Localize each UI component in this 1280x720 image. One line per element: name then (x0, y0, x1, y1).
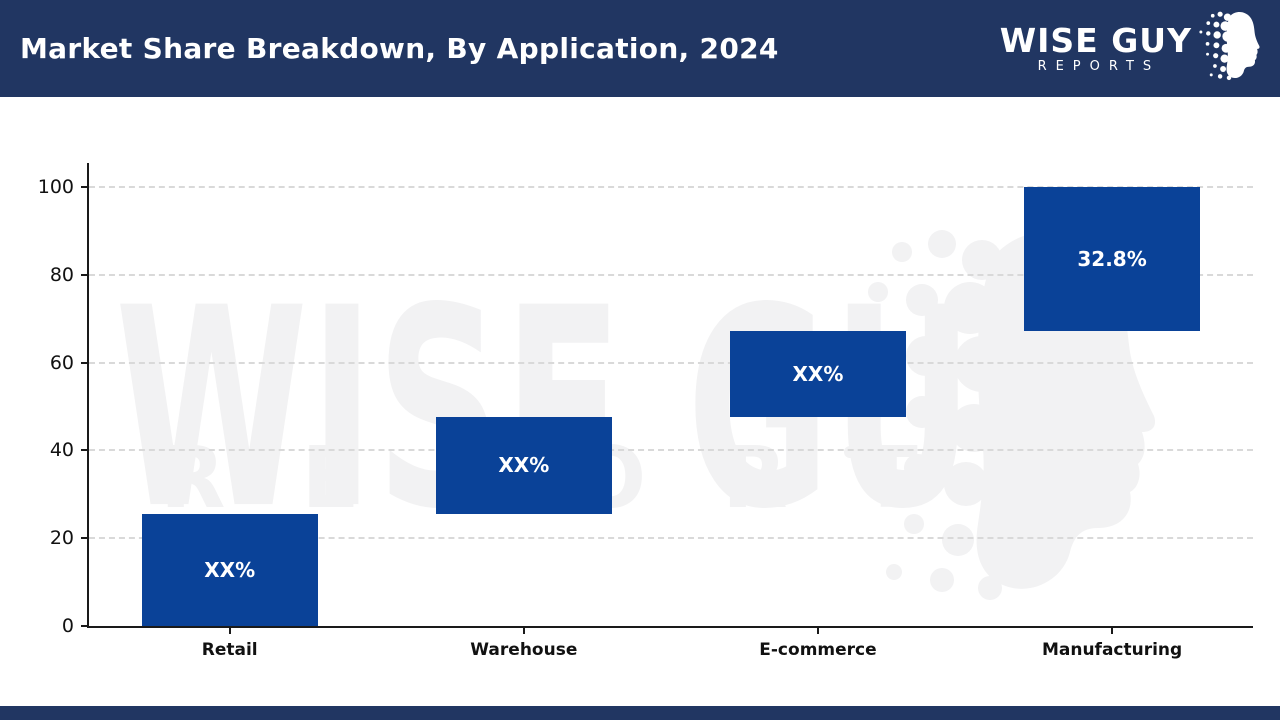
y-tick-label-40: 40 (49, 439, 74, 462)
logo-wordmark: WISE GUY (999, 21, 1192, 60)
bar-value-label-e-commerce: XX% (792, 361, 844, 386)
x-label-retail: Retail (201, 640, 258, 660)
x-label-e-commerce: E-commerce (759, 640, 877, 660)
gridline-80 (89, 273, 1253, 276)
bar-warehouse: XX% (435, 416, 612, 514)
gridline-100 (89, 186, 1253, 188)
y-axis-line (87, 163, 89, 628)
x-tick-e-commerce (816, 628, 819, 634)
bar-e-commerce: XX% (729, 330, 906, 417)
y-tick-label-0: 0 (61, 615, 74, 637)
y-tick-100 (81, 186, 89, 188)
y-tick-80 (81, 273, 89, 276)
y-tick-0 (81, 625, 89, 627)
x-tick-retail (228, 628, 231, 634)
gridline-40 (89, 449, 1253, 452)
gridline-60 (89, 361, 1253, 364)
page-title: Market Share Breakdown, By Application, … (20, 32, 779, 65)
x-label-warehouse: Warehouse (470, 640, 578, 660)
bar-value-label-manufacturing: 32.8% (1077, 246, 1147, 271)
y-tick-20 (81, 537, 89, 540)
y-tick-label-60: 60 (49, 351, 74, 374)
brand-logo: WISE GUY REPORTS (1000, 8, 1266, 90)
logo-text: WISE GUY REPORTS (1000, 24, 1192, 73)
y-tick-label-80: 80 (49, 263, 74, 286)
bar-retail: XX% (141, 513, 318, 626)
logo-subtitle: REPORTS (1037, 59, 1161, 74)
x-label-manufacturing: Manufacturing (1041, 640, 1183, 660)
bar-value-label-retail: XX% (204, 557, 256, 582)
y-tick-label-20: 20 (49, 527, 74, 550)
x-axis-line (87, 626, 1253, 628)
bar-manufacturing: 32.8% (1024, 187, 1201, 331)
y-tick-label-100: 100 (37, 176, 74, 198)
bar-value-label-warehouse: XX% (498, 453, 550, 478)
x-tick-manufacturing (1111, 628, 1114, 634)
x-tick-warehouse (522, 628, 525, 634)
logo-head-icon (1199, 11, 1260, 80)
y-tick-40 (81, 449, 89, 452)
header: Market Share Breakdown, By Application, … (0, 0, 1280, 97)
gridline-20 (89, 537, 1253, 540)
y-tick-60 (81, 361, 89, 364)
footer-bar (0, 706, 1280, 720)
